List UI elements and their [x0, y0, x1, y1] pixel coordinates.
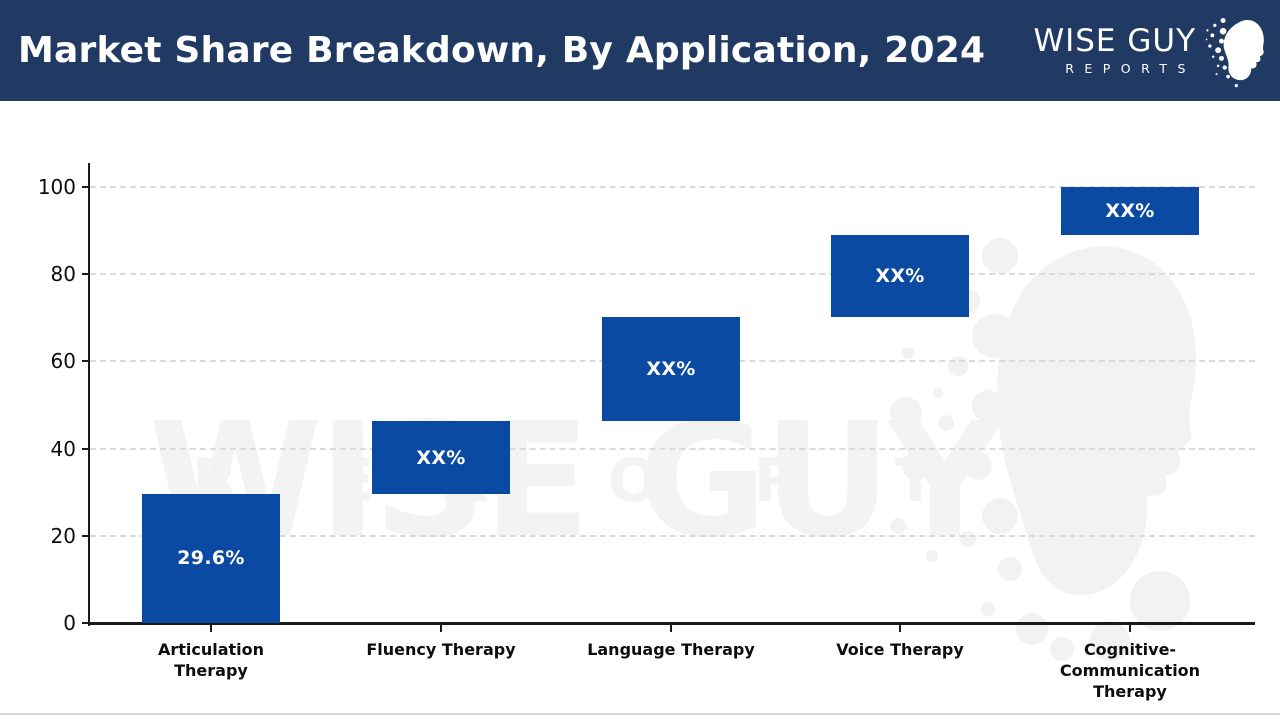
x-axis-label: Cognitive- Communication Therapy: [1059, 640, 1201, 701]
x-tick-mark: [670, 625, 672, 632]
bar-value-label: XX%: [416, 446, 466, 469]
y-gridline: [90, 273, 1255, 276]
y-tick-label: 0: [63, 611, 76, 635]
y-tick-mark: [82, 186, 88, 188]
plot-area: WISE GUY R E P O R T S 0 20 40 60 80 100 29.6%…: [0, 101, 1280, 720]
y-gridline: [90, 534, 1255, 537]
y-tick-label: 80: [50, 262, 76, 287]
bar-language-therapy: XX%: [602, 317, 740, 422]
logo-face-icon: [1205, 18, 1264, 88]
x-axis-line: [88, 622, 1255, 625]
x-tick-mark: [210, 625, 212, 632]
y-tick-mark: [82, 534, 88, 537]
logo-brand-bottom: REPORTS: [1065, 61, 1196, 77]
y-tick-mark: [82, 622, 88, 624]
x-tick-mark: [1129, 625, 1131, 632]
wise-guy-logo: WISE GUY REPORTS: [1033, 6, 1266, 96]
y-tick-mark: [82, 360, 88, 363]
watermark-brand-top: WISE GUY: [148, 389, 1002, 573]
x-axis-label: Language Therapy: [587, 640, 755, 659]
bar-value-label: XX%: [1105, 200, 1155, 223]
bar-voice-therapy: XX%: [831, 235, 969, 318]
bar-articulation-therapy: 29.6%: [142, 493, 280, 623]
bar-fluency-therapy: XX%: [372, 421, 510, 494]
y-tick-label: 40: [50, 436, 76, 461]
x-tick-mark: [440, 625, 442, 632]
page-title: Market Share Breakdown, By Application, …: [18, 30, 986, 71]
y-tick-mark: [82, 447, 88, 450]
logo-text: WISE GUY REPORTS: [1033, 26, 1196, 76]
bar-value-label: XX%: [646, 358, 696, 381]
logo-brand-top: WISE GUY: [1033, 23, 1196, 60]
watermark-face-icon: [890, 238, 1196, 661]
footer-divider: [0, 713, 1280, 715]
bar-cognitive-communication-therapy: XX%: [1061, 187, 1199, 236]
y-tick-label: 100: [37, 175, 76, 199]
y-tick-label: 20: [50, 523, 76, 548]
y-axis-line: [88, 163, 90, 626]
x-tick-mark: [899, 625, 901, 632]
bar-value-label: 29.6%: [177, 547, 245, 570]
y-tick-mark: [82, 273, 88, 276]
y-gridline: [90, 447, 1255, 450]
header-bar: Market Share Breakdown, By Application, …: [0, 0, 1280, 101]
x-axis-label: Voice Therapy: [836, 640, 964, 659]
bar-value-label: XX%: [875, 265, 925, 288]
x-axis-label: Articulation Therapy: [157, 640, 265, 680]
y-tick-label: 60: [50, 349, 76, 374]
x-axis-label: Fluency Therapy: [366, 640, 516, 659]
y-gridline: [90, 186, 1255, 188]
